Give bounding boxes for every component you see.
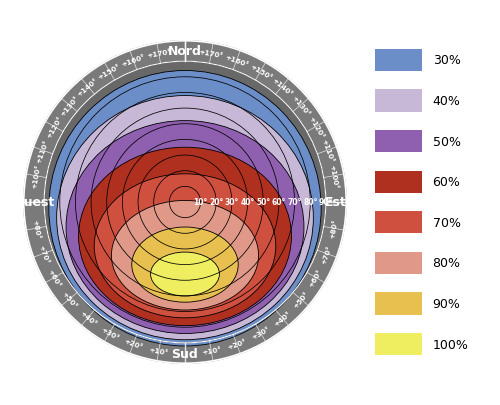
Ellipse shape <box>49 71 321 346</box>
Text: +140°: +140° <box>270 77 293 97</box>
Text: Sud: Sud <box>172 347 198 360</box>
Text: Nord: Nord <box>168 45 202 58</box>
Ellipse shape <box>78 148 292 326</box>
Text: 50°: 50° <box>256 198 270 207</box>
FancyBboxPatch shape <box>376 130 422 153</box>
Text: +70°: +70° <box>320 244 333 264</box>
Text: +140°: +140° <box>76 77 100 97</box>
Text: +150°: +150° <box>248 63 273 81</box>
Text: 30°: 30° <box>225 198 239 207</box>
Text: +80°: +80° <box>329 218 338 239</box>
Ellipse shape <box>56 96 314 340</box>
Text: +170°: +170° <box>146 49 172 59</box>
FancyBboxPatch shape <box>376 333 422 356</box>
Text: Est: Est <box>325 196 347 209</box>
Text: +60°: +60° <box>308 268 324 288</box>
Text: 90%: 90% <box>432 297 460 310</box>
Text: +70°: +70° <box>37 244 50 264</box>
Text: 70°: 70° <box>288 198 302 207</box>
Text: 70%: 70% <box>432 216 460 229</box>
Text: +40°: +40° <box>78 309 98 326</box>
FancyBboxPatch shape <box>376 50 422 72</box>
Text: +120°: +120° <box>307 115 324 139</box>
Text: +40°: +40° <box>272 309 291 326</box>
Text: +20°: +20° <box>123 338 144 350</box>
Text: +100°: +100° <box>31 164 42 189</box>
Text: 80°: 80° <box>303 198 318 207</box>
Text: +60°: +60° <box>46 268 62 288</box>
Text: +160°: +160° <box>120 54 146 68</box>
Ellipse shape <box>66 122 304 334</box>
FancyBboxPatch shape <box>376 171 422 194</box>
Text: 60°: 60° <box>272 198 286 207</box>
Text: +30°: +30° <box>100 326 119 341</box>
Text: +30°: +30° <box>250 326 270 341</box>
Text: +50°: +50° <box>292 290 310 309</box>
Text: 80%: 80% <box>432 257 460 270</box>
Text: +150°: +150° <box>97 63 122 81</box>
Text: +50°: +50° <box>60 290 78 309</box>
Text: +10°: +10° <box>201 346 222 356</box>
Circle shape <box>44 62 326 343</box>
Text: 90°: 90° <box>318 198 333 207</box>
Ellipse shape <box>112 201 258 310</box>
Text: 100%: 100% <box>432 338 468 351</box>
Text: 50%: 50% <box>432 135 460 148</box>
Text: +20°: +20° <box>226 338 247 350</box>
Text: 40%: 40% <box>432 95 460 108</box>
Text: +80°: +80° <box>32 218 41 239</box>
Ellipse shape <box>132 228 238 303</box>
FancyBboxPatch shape <box>376 292 422 315</box>
Text: +10°: +10° <box>148 346 169 356</box>
Ellipse shape <box>94 175 276 318</box>
FancyBboxPatch shape <box>376 252 422 275</box>
Ellipse shape <box>150 252 220 296</box>
Text: 60%: 60% <box>432 176 460 189</box>
Text: +160°: +160° <box>224 54 250 68</box>
Text: +110°: +110° <box>320 139 334 164</box>
Text: +120°: +120° <box>46 115 63 139</box>
Text: +110°: +110° <box>36 139 50 164</box>
Circle shape <box>24 42 346 363</box>
Text: 30%: 30% <box>432 54 460 67</box>
Text: Ouest: Ouest <box>14 196 54 209</box>
Text: +170°: +170° <box>198 49 224 59</box>
Text: 10°: 10° <box>194 198 208 207</box>
Text: 20°: 20° <box>209 198 224 207</box>
Text: 40°: 40° <box>240 198 254 207</box>
FancyBboxPatch shape <box>376 211 422 234</box>
Text: +130°: +130° <box>290 94 311 117</box>
Text: +130°: +130° <box>59 94 80 117</box>
Text: +100°: +100° <box>328 164 339 189</box>
FancyBboxPatch shape <box>376 90 422 113</box>
